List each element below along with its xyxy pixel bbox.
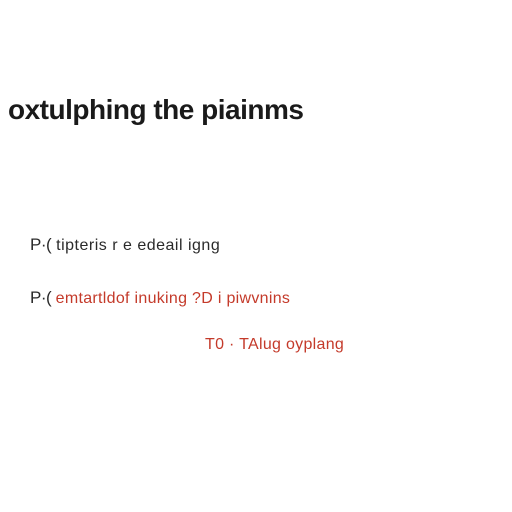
equation-prefix-2: P·( <box>30 288 51 307</box>
equation-prefix-1: P·( <box>30 235 51 254</box>
document-page: oxtulphing the piainms P·( tipteris r e … <box>0 0 512 512</box>
equation-line-2: P·( emtartldof inuking ?D i piwvnins <box>30 288 290 308</box>
equation-line-1: P·( tipteris r e edeail igng <box>30 235 220 255</box>
equation-body-2: emtartldof inuking ?D i piwvnins <box>56 290 291 307</box>
equation-line-3: T0 · TAlug oyplang <box>205 336 344 354</box>
page-title: oxtulphing the piainms <box>8 94 303 126</box>
equation-body-1: tipteris r e edeail igng <box>56 237 220 254</box>
